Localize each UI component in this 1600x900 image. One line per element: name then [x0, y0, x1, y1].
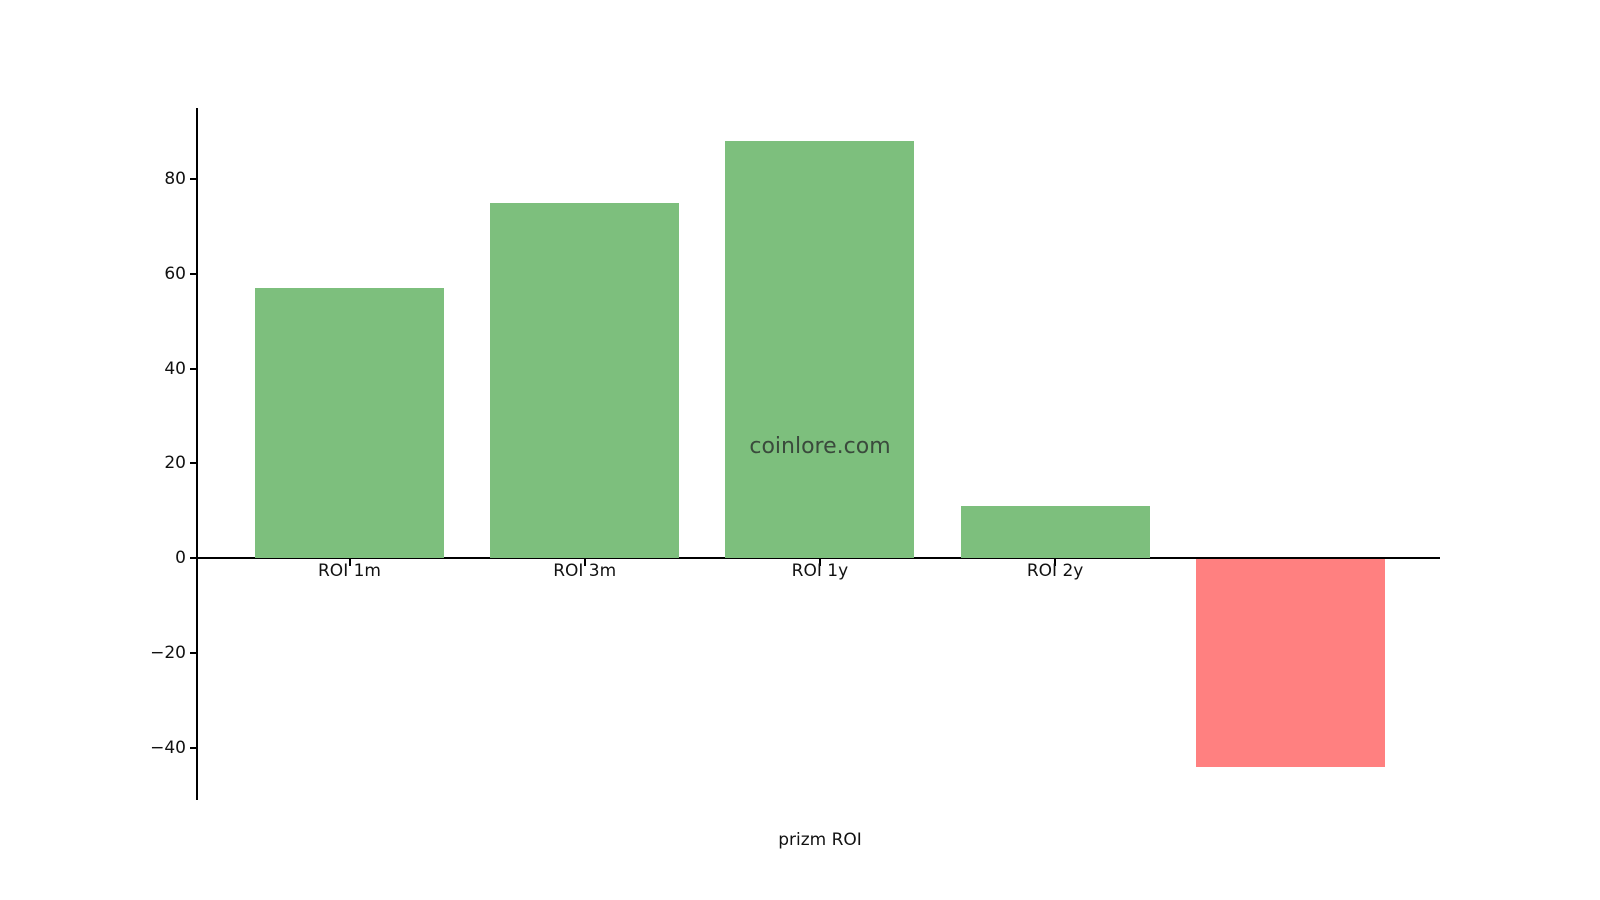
bar-roi-2y [960, 505, 1150, 558]
watermark-text: coinlore.com [749, 434, 891, 459]
bar-negative-4 [1195, 559, 1385, 768]
y-tick-label: 20 [164, 453, 186, 474]
x-tick-label: ROI 1y [791, 561, 849, 581]
y-tick-label: 60 [164, 263, 186, 284]
y-tick-label: −40 [150, 737, 186, 758]
x-tick-label: ROI 3m [553, 561, 617, 581]
x-axis-line [196, 557, 1440, 559]
y-tick-label: 80 [164, 169, 186, 189]
x-tick-mark [583, 559, 586, 566]
y-tick-label: 40 [164, 358, 186, 379]
y-tick-mark [190, 272, 197, 275]
x-tick-mark [818, 559, 821, 566]
y-tick-label: 0 [175, 548, 186, 568]
x-tick-label: ROI 1m [318, 561, 381, 581]
y-tick-mark [190, 557, 197, 559]
x-axis-title: prizm ROI [778, 830, 862, 850]
bar-roi-1y [725, 141, 915, 558]
y-tick-mark [190, 462, 197, 465]
y-tick-mark [190, 746, 197, 749]
y-tick-mark [190, 178, 197, 180]
y-tick-mark [190, 367, 197, 370]
bar-roi-1m [255, 287, 444, 558]
bar-roi-3m [490, 202, 680, 558]
y-tick-label: −20 [150, 642, 186, 663]
x-tick-mark [348, 559, 351, 566]
y-axis-line [196, 108, 198, 800]
y-tick-mark [190, 651, 197, 654]
x-tick-label: ROI 2y [1026, 561, 1084, 581]
x-tick-mark [1054, 559, 1057, 566]
